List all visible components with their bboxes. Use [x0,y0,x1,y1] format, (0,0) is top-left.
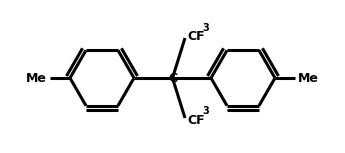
Text: C: C [168,71,177,84]
Text: Me: Me [26,71,47,84]
Text: Me: Me [298,71,319,84]
Text: 3: 3 [202,23,209,33]
Text: CF: CF [187,114,205,127]
Text: CF: CF [187,30,205,43]
Text: 3: 3 [202,106,209,116]
